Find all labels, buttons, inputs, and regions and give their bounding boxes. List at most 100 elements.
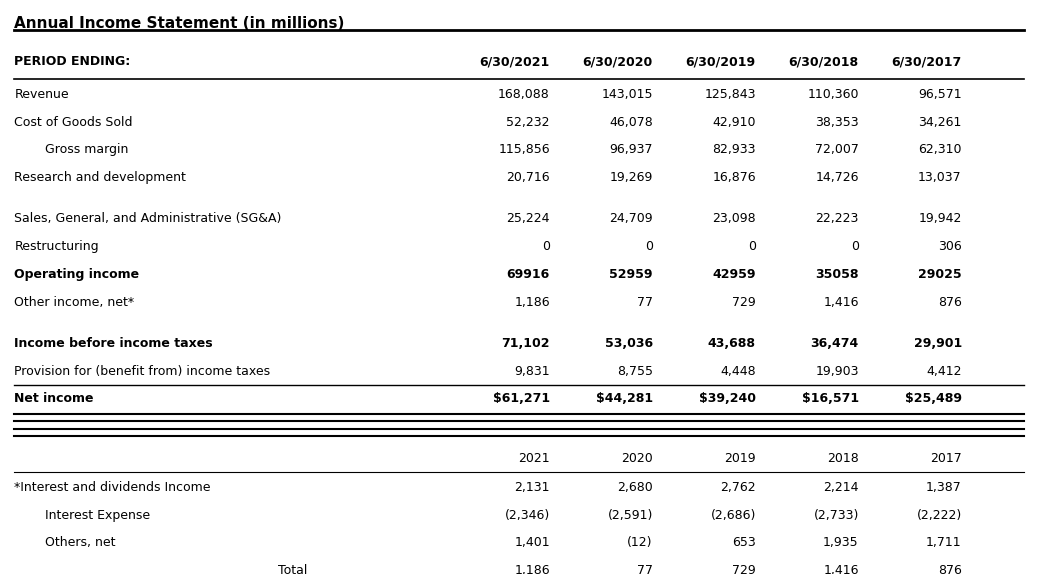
Text: 43,688: 43,688 (708, 337, 756, 350)
Text: 4,448: 4,448 (720, 364, 756, 378)
Text: 653: 653 (732, 537, 756, 549)
Text: 53,036: 53,036 (605, 337, 653, 350)
Text: 0: 0 (851, 240, 858, 253)
Text: $16,571: $16,571 (801, 393, 858, 405)
Text: 25,224: 25,224 (507, 212, 550, 226)
Text: 110,360: 110,360 (808, 88, 858, 101)
Text: 19,269: 19,269 (609, 171, 653, 184)
Text: 36,474: 36,474 (811, 337, 858, 350)
Text: 6/30/2020: 6/30/2020 (582, 55, 653, 68)
Text: 6/30/2017: 6/30/2017 (892, 55, 962, 68)
Text: 77: 77 (637, 564, 653, 574)
Text: 52959: 52959 (609, 268, 653, 281)
Text: 143,015: 143,015 (601, 88, 653, 101)
Text: 876: 876 (938, 564, 962, 574)
Text: Net income: Net income (15, 393, 94, 405)
Text: 62,310: 62,310 (919, 144, 962, 156)
Text: Cost of Goods Sold: Cost of Goods Sold (15, 115, 133, 129)
Text: $44,281: $44,281 (596, 393, 653, 405)
Text: 306: 306 (938, 240, 962, 253)
Text: 1,186: 1,186 (514, 296, 550, 309)
Text: 13,037: 13,037 (919, 171, 962, 184)
Text: 77: 77 (637, 296, 653, 309)
Text: 0: 0 (645, 240, 653, 253)
Text: 2017: 2017 (930, 452, 962, 464)
Text: 0: 0 (542, 240, 550, 253)
Text: 24,709: 24,709 (609, 212, 653, 226)
Text: 14,726: 14,726 (815, 171, 858, 184)
Text: 6/30/2021: 6/30/2021 (480, 55, 550, 68)
Text: 1,416: 1,416 (823, 564, 858, 574)
Text: 19,942: 19,942 (919, 212, 962, 226)
Text: Sales, General, and Administrative (SG&A): Sales, General, and Administrative (SG&A… (15, 212, 282, 226)
Text: 38,353: 38,353 (815, 115, 858, 129)
Text: PERIOD ENDING:: PERIOD ENDING: (15, 55, 131, 68)
Text: Research and development: Research and development (15, 171, 187, 184)
Text: 125,843: 125,843 (705, 88, 756, 101)
Text: Other income, net*: Other income, net* (15, 296, 135, 309)
Text: 96,937: 96,937 (609, 144, 653, 156)
Text: (2,733): (2,733) (814, 509, 858, 522)
Text: 115,856: 115,856 (498, 144, 550, 156)
Text: (2,222): (2,222) (917, 509, 962, 522)
Text: 42,910: 42,910 (712, 115, 756, 129)
Text: 2021: 2021 (518, 452, 550, 464)
Text: Others, net: Others, net (46, 537, 116, 549)
Text: 876: 876 (938, 296, 962, 309)
Text: Interest Expense: Interest Expense (46, 509, 151, 522)
Text: 0: 0 (747, 240, 756, 253)
Text: (2,686): (2,686) (710, 509, 756, 522)
Text: Operating income: Operating income (15, 268, 139, 281)
Text: (2,591): (2,591) (607, 509, 653, 522)
Text: 6/30/2019: 6/30/2019 (686, 55, 756, 68)
Text: 22,223: 22,223 (816, 212, 858, 226)
Text: 2019: 2019 (725, 452, 756, 464)
Text: 46,078: 46,078 (609, 115, 653, 129)
Text: 168,088: 168,088 (498, 88, 550, 101)
Text: 729: 729 (732, 296, 756, 309)
Text: 29,901: 29,901 (913, 337, 962, 350)
Text: 6/30/2018: 6/30/2018 (789, 55, 858, 68)
Text: 8,755: 8,755 (617, 364, 653, 378)
Text: Restructuring: Restructuring (15, 240, 99, 253)
Text: 2018: 2018 (827, 452, 858, 464)
Text: 4,412: 4,412 (926, 364, 962, 378)
Text: 16,876: 16,876 (712, 171, 756, 184)
Text: 729: 729 (732, 564, 756, 574)
Text: 34,261: 34,261 (919, 115, 962, 129)
Text: $61,271: $61,271 (493, 393, 550, 405)
Text: (2,346): (2,346) (504, 509, 550, 522)
Text: Total: Total (278, 564, 307, 574)
Text: 23,098: 23,098 (712, 212, 756, 226)
Text: 2,131: 2,131 (515, 481, 550, 494)
Text: 52,232: 52,232 (507, 115, 550, 129)
Text: Gross margin: Gross margin (46, 144, 129, 156)
Text: 2020: 2020 (621, 452, 653, 464)
Text: 9,831: 9,831 (514, 364, 550, 378)
Text: 35058: 35058 (815, 268, 858, 281)
Text: *Interest and dividends Income: *Interest and dividends Income (15, 481, 211, 494)
Text: Revenue: Revenue (15, 88, 70, 101)
Text: Income before income taxes: Income before income taxes (15, 337, 213, 350)
Text: 72,007: 72,007 (815, 144, 858, 156)
Text: 1,387: 1,387 (926, 481, 962, 494)
Text: 96,571: 96,571 (919, 88, 962, 101)
Text: 2,214: 2,214 (823, 481, 858, 494)
Text: Provision for (benefit from) income taxes: Provision for (benefit from) income taxe… (15, 364, 271, 378)
Text: 42959: 42959 (712, 268, 756, 281)
Text: 82,933: 82,933 (712, 144, 756, 156)
Text: (12): (12) (627, 537, 653, 549)
Text: 69916: 69916 (507, 268, 550, 281)
Text: 1,935: 1,935 (823, 537, 858, 549)
Text: 1,711: 1,711 (926, 537, 962, 549)
Text: $39,240: $39,240 (699, 393, 756, 405)
Text: $25,489: $25,489 (905, 393, 962, 405)
Text: 1,401: 1,401 (514, 537, 550, 549)
Text: 19,903: 19,903 (815, 364, 858, 378)
Text: Annual Income Statement (in millions): Annual Income Statement (in millions) (15, 16, 345, 32)
Text: 2,762: 2,762 (720, 481, 756, 494)
Text: 71,102: 71,102 (501, 337, 550, 350)
Text: 1,186: 1,186 (514, 564, 550, 574)
Text: 2,680: 2,680 (618, 481, 653, 494)
Text: 20,716: 20,716 (507, 171, 550, 184)
